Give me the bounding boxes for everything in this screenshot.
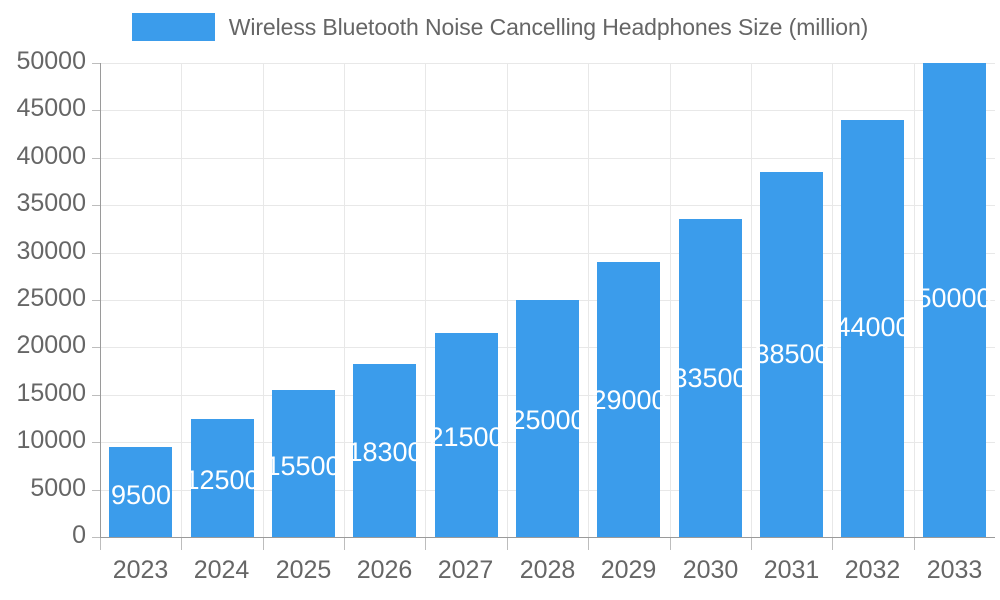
- y-axis-tick-mark: [92, 63, 100, 64]
- gridline-vertical: [751, 63, 752, 537]
- y-axis-tick-mark: [92, 442, 100, 443]
- gridline-vertical: [344, 63, 345, 537]
- gridline-vertical: [588, 63, 589, 537]
- bar[interactable]: [353, 364, 416, 537]
- x-axis-tick-mark: [670, 538, 671, 550]
- gridline-horizontal: [100, 205, 995, 206]
- y-axis-tick-mark: [92, 347, 100, 348]
- bar[interactable]: [109, 447, 172, 537]
- bar[interactable]: [435, 333, 498, 537]
- y-axis-tick-mark: [92, 205, 100, 206]
- gridline-vertical: [507, 63, 508, 537]
- gridline-horizontal: [100, 63, 995, 64]
- y-axis-tick-label: 15000: [16, 379, 86, 407]
- gridline-vertical: [425, 63, 426, 537]
- x-axis-tick-label: 2029: [600, 556, 657, 584]
- x-axis-tick-mark: [100, 538, 101, 550]
- bar[interactable]: [272, 390, 335, 537]
- y-axis-tick-mark: [92, 490, 100, 491]
- bar[interactable]: [597, 262, 660, 537]
- bar[interactable]: [923, 63, 986, 537]
- x-axis-tick-mark: [751, 538, 752, 550]
- y-axis-tick-label: 50000: [16, 47, 86, 75]
- gridline-vertical: [914, 63, 915, 537]
- x-axis-tick-mark: [344, 538, 345, 550]
- y-axis-tick-mark: [92, 300, 100, 301]
- x-axis-tick-label: 2023: [112, 556, 169, 584]
- y-axis-tick-mark: [92, 395, 100, 396]
- y-axis-tick-label: 30000: [16, 237, 86, 265]
- gridline-horizontal: [100, 253, 995, 254]
- x-axis-line: [100, 537, 995, 538]
- gridline-vertical: [670, 63, 671, 537]
- bar[interactable]: [516, 300, 579, 537]
- chart-legend[interactable]: Wireless Bluetooth Noise Cancelling Head…: [0, 10, 1000, 44]
- plot-area: 9500 12500 15500 18300 21500 25000 29000 33500 3…: [100, 63, 995, 538]
- x-axis-tick-mark: [181, 538, 182, 550]
- y-axis-tick-label: 10000: [16, 426, 86, 454]
- x-axis-tick-label: 2027: [437, 556, 494, 584]
- x-axis-tick-label: 2025: [275, 556, 332, 584]
- x-axis-tick-label: 2030: [682, 556, 739, 584]
- x-axis-tick-mark: [914, 538, 915, 550]
- x-axis-tick-label: 2033: [926, 556, 983, 584]
- x-axis-tick-label: 2031: [763, 556, 820, 584]
- x-axis-tick-mark: [507, 538, 508, 550]
- x-axis-tick-label: 2026: [356, 556, 413, 584]
- legend-color-swatch[interactable]: [131, 13, 215, 41]
- x-axis-tick-label: 2024: [193, 556, 250, 584]
- bar[interactable]: [191, 419, 254, 538]
- gridline-vertical: [263, 63, 264, 537]
- x-axis-tick-mark: [263, 538, 264, 550]
- x-axis-tick-mark: [588, 538, 589, 550]
- legend-series-label: Wireless Bluetooth Noise Cancelling Head…: [228, 13, 869, 40]
- x-axis-tick-label: 2032: [844, 556, 901, 584]
- x-axis-tick-mark: [832, 538, 833, 550]
- gridline-vertical: [832, 63, 833, 537]
- x-axis-tick-mark: [425, 538, 426, 550]
- y-axis-tick-mark: [92, 110, 100, 111]
- y-axis-tick-label: 45000: [16, 94, 86, 122]
- bar[interactable]: [760, 172, 823, 537]
- gridline-horizontal: [100, 110, 995, 111]
- y-axis-tick-label: 0: [72, 521, 86, 549]
- y-axis-tick-mark: [92, 158, 100, 159]
- bar[interactable]: [679, 219, 742, 537]
- y-axis-line: [100, 63, 101, 537]
- y-axis-tick-label: 25000: [16, 284, 86, 312]
- y-axis-tick-mark: [92, 253, 100, 254]
- y-axis-tick-label: 5000: [30, 474, 86, 502]
- gridline-vertical: [181, 63, 182, 537]
- y-axis-tick-label: 40000: [16, 142, 86, 170]
- x-axis-tick-label: 2028: [519, 556, 576, 584]
- y-axis-tick-label: 35000: [16, 189, 86, 217]
- bar[interactable]: [841, 120, 904, 537]
- gridline-horizontal: [100, 158, 995, 159]
- y-axis-tick-mark: [92, 537, 100, 538]
- y-axis-tick-label: 20000: [16, 331, 86, 359]
